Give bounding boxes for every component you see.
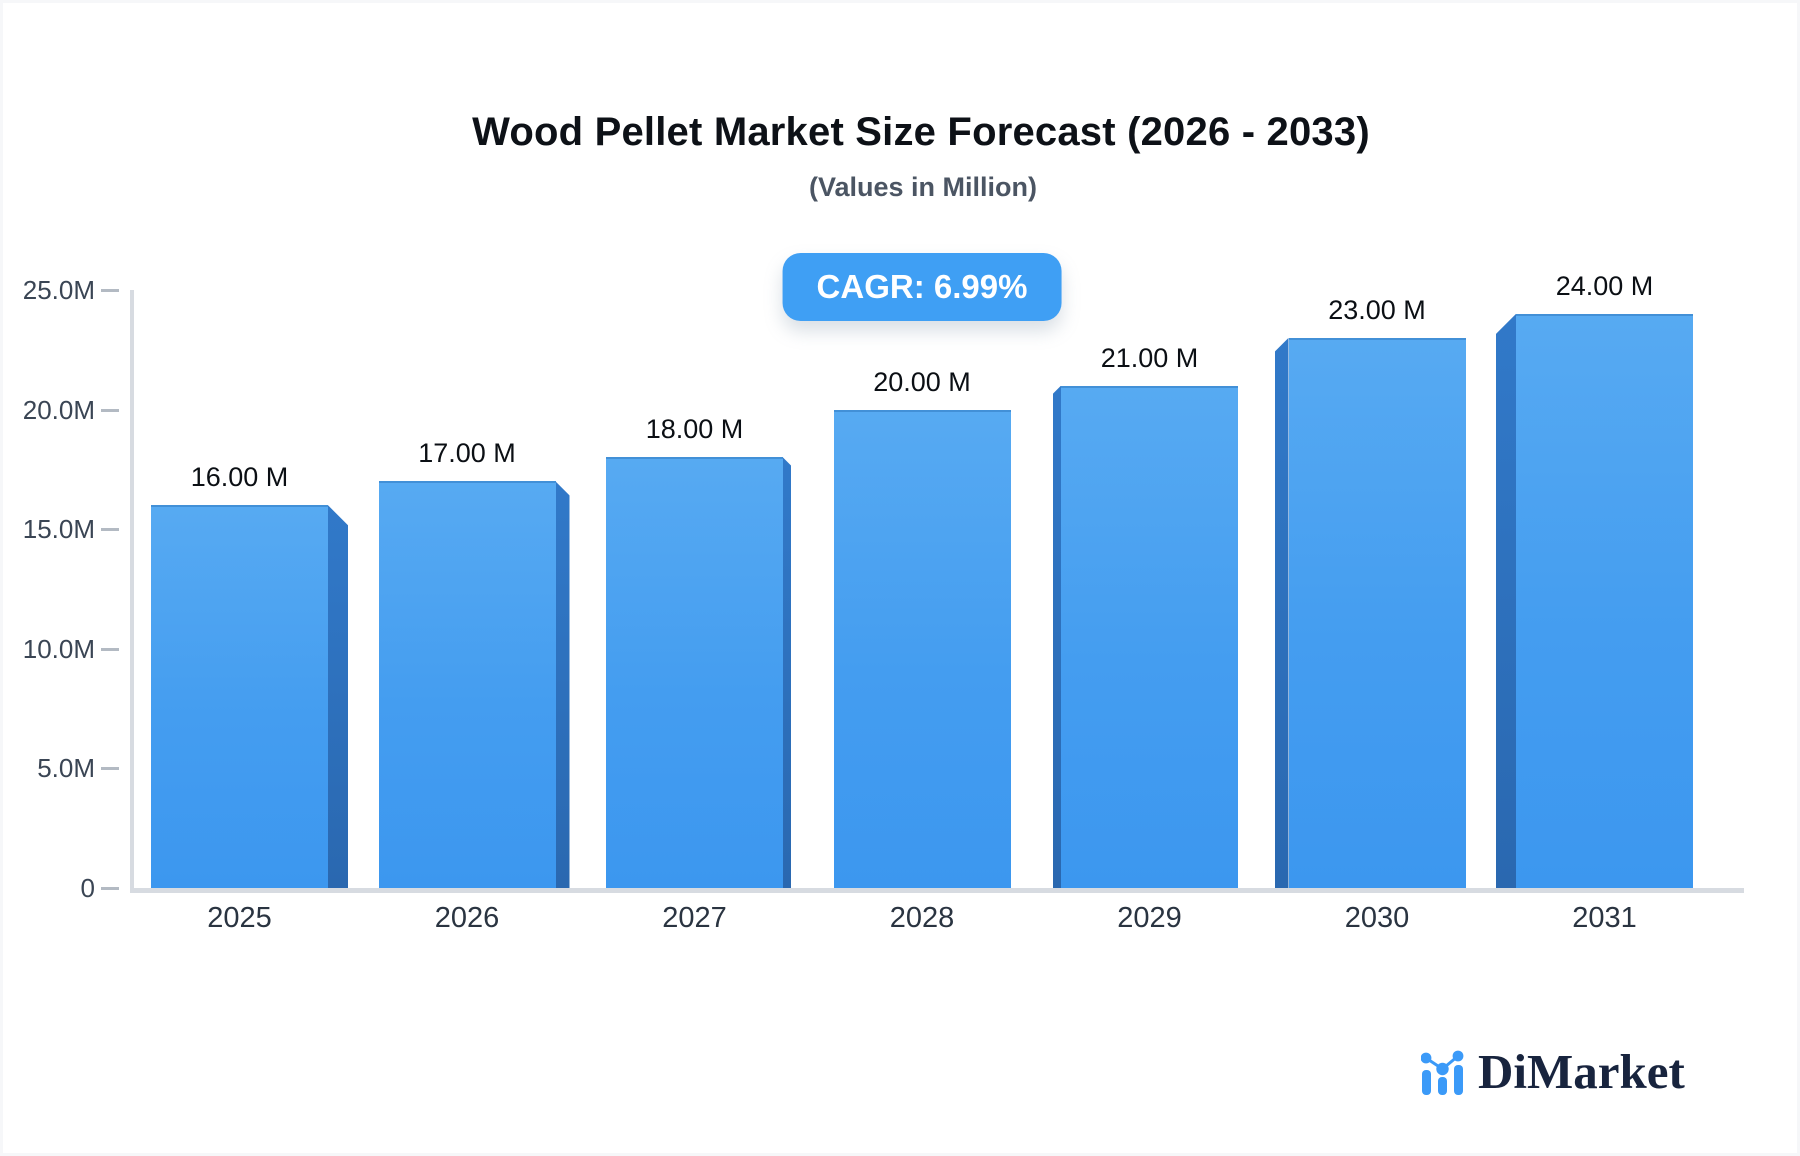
y-axis-tick-label: 5.0M: [37, 753, 95, 784]
bar-value-label-2031: 24.00 M: [1555, 270, 1654, 301]
x-axis-label-2027: 2027: [662, 902, 727, 934]
bar-value-label-2029: 21.00 M: [1100, 342, 1199, 373]
bar-3d-side-2026: [555, 481, 570, 888]
bar-3d-side-2030: [1274, 337, 1289, 888]
x-axis-label-2026: 2026: [434, 902, 500, 934]
bar-2031: [1516, 313, 1693, 888]
brand-name: DiMarket: [1478, 1044, 1685, 1099]
bar-value-label-2027: 18.00 M: [645, 414, 744, 445]
x-axis-label-2028: 2028: [889, 902, 955, 934]
bar-2027: [606, 457, 783, 888]
y-axis-tick-label: 15.0M: [22, 514, 95, 545]
y-axis-tick-label: 20.0M: [22, 394, 95, 425]
y-axis-tick-mark: [101, 647, 119, 651]
y-axis-tick-mark: [101, 887, 119, 890]
x-axis-label-2025: 2025: [207, 902, 272, 934]
y-axis-tick-mark: [101, 408, 119, 412]
bar-chart-trend-icon: [1420, 1047, 1465, 1097]
bar-value-label-2028: 20.00 M: [873, 366, 971, 397]
bar-2029: [1061, 385, 1238, 888]
x-axis-baseline: [130, 888, 1744, 893]
x-axis-label-2031: 2031: [1572, 902, 1637, 934]
bar-2025: [151, 505, 328, 888]
x-axis-label-2030: 2030: [1344, 902, 1410, 934]
bar-2028: [833, 409, 1011, 888]
chart-title: Wood Pellet Market Size Forecast (2026 -…: [472, 110, 1370, 154]
cagr-badge: CAGR: 6.99%: [782, 253, 1062, 321]
bar-3d-side-2027: [783, 457, 791, 888]
dimarket-logo: DiMarket: [1420, 1042, 1685, 1102]
y-axis-tick-mark: [101, 289, 119, 292]
bar-3d-side-2025: [328, 505, 348, 888]
bar-value-label-2026: 17.00 M: [418, 438, 516, 469]
bar-3d-side-2031: [1496, 313, 1516, 888]
y-axis-tick-mark: [101, 767, 119, 771]
y-axis-tick-label: 25.0M: [22, 275, 95, 305]
y-axis-line: [130, 290, 134, 892]
bar-2030: [1288, 337, 1466, 888]
chart-subtitle: (Values in Million): [808, 172, 1038, 202]
y-axis-tick-label: 0: [80, 873, 95, 903]
y-axis-tick-label: 10.0M: [22, 633, 95, 664]
bar-3d-side-2029: [1053, 385, 1061, 888]
y-axis-tick-mark: [101, 528, 119, 532]
x-axis-label-2029: 2029: [1117, 902, 1182, 934]
bar-2026: [378, 481, 556, 888]
bar-value-label-2030: 23.00 M: [1328, 294, 1426, 325]
bar-value-label-2025: 16.00 M: [190, 462, 289, 493]
